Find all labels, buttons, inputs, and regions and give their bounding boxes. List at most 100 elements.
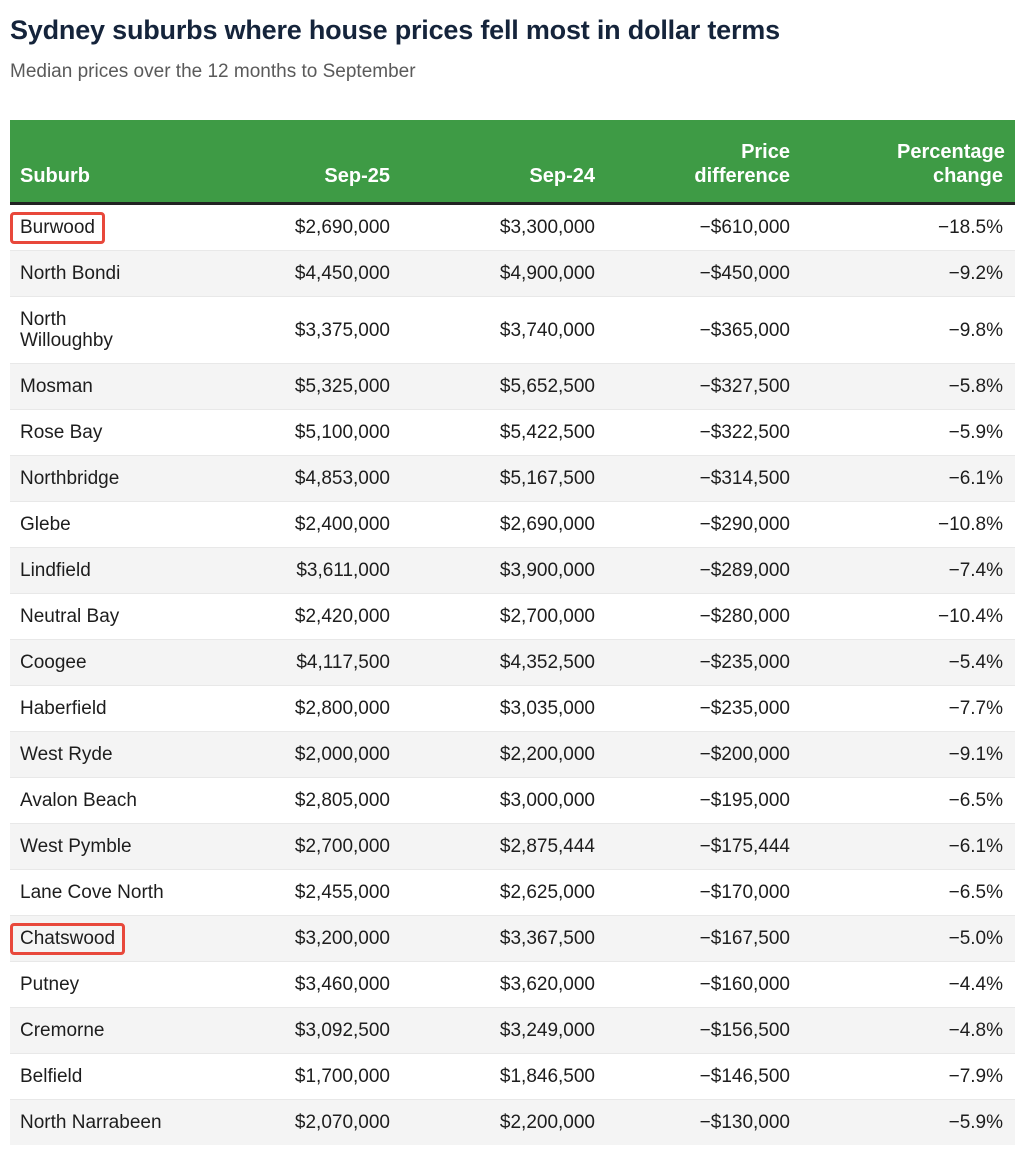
sep-25-value: $2,070,000: [294, 1112, 390, 1133]
suburb-name: Neutral Bay: [20, 606, 120, 627]
sep-24-value: $4,900,000: [499, 263, 595, 284]
percentage-change-value: −5.9%: [948, 422, 1003, 443]
table-row: Cremorne $3,092,500 $3,249,000 −$156,500…: [10, 1007, 1015, 1054]
suburb-cell: Lindfield: [10, 548, 260, 594]
percentage-change-value: −10.8%: [938, 514, 1003, 535]
table-row: Haberfield $2,800,000 $3,035,000 −$235,0…: [10, 685, 1015, 732]
table-row: Northbridge $4,853,000 $5,167,500 −$314,…: [10, 455, 1015, 502]
sep-25-value: $3,611,000: [296, 560, 390, 581]
suburb-cell: West Pymble: [10, 824, 260, 870]
price-difference-value: −$195,000: [699, 790, 790, 811]
sep-24-value: $3,367,500: [499, 928, 595, 949]
price-difference-value: −$365,000: [699, 319, 790, 341]
table-row: Burwood $2,690,000 $3,300,000 −$610,000 …: [10, 204, 1015, 251]
price-difference-value: −$175,444: [699, 836, 790, 857]
sep-25-value: $2,420,000: [294, 606, 390, 627]
price-difference-value: −$314,500: [699, 468, 790, 489]
table-row: Coogee $4,117,500 $4,352,500 −$235,000 −…: [10, 639, 1015, 686]
table-row: Avalon Beach $2,805,000 $3,000,000 −$195…: [10, 777, 1015, 824]
percentage-change-value: −5.4%: [948, 652, 1003, 673]
suburb-name: Putney: [20, 974, 80, 995]
percentage-change-value: −4.8%: [948, 1020, 1003, 1041]
suburb-name: Northbridge: [20, 468, 120, 489]
suburb-cell: North Narrabeen: [10, 1100, 260, 1146]
sep-24-value: $1,846,500: [499, 1066, 595, 1087]
sep-24-value: $3,000,000: [499, 790, 595, 811]
price-difference-value: −$289,000: [699, 560, 790, 581]
table-row: Chatswood $3,200,000 $3,367,500 −$167,50…: [10, 915, 1015, 962]
percentage-change-value: −9.1%: [948, 744, 1003, 765]
suburb-name: Lane Cove North: [20, 882, 164, 903]
table-row: Neutral Bay $2,420,000 $2,700,000 −$280,…: [10, 593, 1015, 640]
table-row: West Pymble $2,700,000 $2,875,444 −$175,…: [10, 823, 1015, 870]
percentage-change-value: −6.1%: [948, 836, 1003, 857]
sep-25-value: $3,375,000: [294, 319, 390, 341]
sep-25-value: $2,400,000: [294, 514, 390, 535]
suburb-name: Cremorne: [20, 1020, 105, 1041]
percentage-change-value: −9.8%: [948, 319, 1003, 341]
sep-24-value: $3,249,000: [499, 1020, 595, 1041]
suburb-cell: Lane Cove North: [10, 870, 260, 916]
page-title: Sydney suburbs where house prices fell m…: [10, 15, 780, 45]
suburb-name: Coogee: [20, 652, 87, 673]
suburb-name-highlighted: Chatswood: [10, 923, 126, 955]
suburb-name-highlighted: Burwood: [10, 212, 105, 244]
table-row: Lindfield $3,611,000 $3,900,000 −$289,00…: [10, 547, 1015, 594]
sep-24-value: $2,625,000: [499, 882, 595, 903]
percentage-change-value: −6.5%: [948, 790, 1003, 811]
suburb-name: Avalon Beach: [20, 790, 137, 811]
suburb-cell: Haberfield: [10, 686, 260, 732]
sep-24-value: $4,352,500: [499, 652, 595, 673]
price-difference-value: −$170,000: [699, 882, 790, 903]
sep-25-value: $2,700,000: [294, 836, 390, 857]
price-difference-value: −$290,000: [699, 514, 790, 535]
price-difference-value: −$235,000: [699, 698, 790, 719]
suburb-cell: Neutral Bay: [10, 594, 260, 640]
percentage-change-value: −6.1%: [948, 468, 1003, 489]
sep-24-value: $3,035,000: [499, 698, 595, 719]
percentage-change-value: −5.0%: [948, 928, 1003, 949]
suburb-cell: Putney: [10, 962, 260, 1008]
suburb-cell: Northbridge: [10, 456, 260, 502]
suburb-name: North Willoughby: [20, 309, 113, 351]
suburb-cell: Cremorne: [10, 1008, 260, 1054]
table-row: North Narrabeen $2,070,000 $2,200,000 −$…: [10, 1099, 1015, 1146]
table-row: West Ryde $2,000,000 $2,200,000 −$200,00…: [10, 731, 1015, 778]
percentage-change-value: −9.2%: [948, 263, 1003, 284]
sep-24-value: $5,167,500: [499, 468, 595, 489]
suburb-cell: Coogee: [10, 640, 260, 686]
suburb-cell: Rose Bay: [10, 410, 260, 456]
price-difference-value: −$160,000: [699, 974, 790, 995]
suburb-cell: North Bondi: [10, 251, 260, 297]
sep-25-value: $4,450,000: [294, 263, 390, 284]
suburb-name: Lindfield: [20, 560, 91, 581]
suburb-name: Mosman: [20, 376, 93, 397]
price-difference-value: −$167,500: [699, 928, 790, 949]
table-row: Mosman $5,325,000 $5,652,500 −$327,500 −…: [10, 363, 1015, 410]
sep-25-value: $5,325,000: [294, 376, 390, 397]
suburb-cell: Burwood: [10, 204, 260, 251]
table-row: Rose Bay $5,100,000 $5,422,500 −$322,500…: [10, 409, 1015, 456]
sep-24-value: $3,620,000: [499, 974, 595, 995]
price-difference-value: −$235,000: [699, 652, 790, 673]
percentage-change-value: −4.4%: [948, 974, 1003, 995]
price-difference-value: −$130,000: [699, 1112, 790, 1133]
suburb-name: North Bondi: [20, 263, 121, 284]
table-header: Suburb Sep-25 Sep-24 Price difference Pe…: [10, 120, 1015, 204]
percentage-change-value: −5.9%: [948, 1112, 1003, 1133]
percentage-change-value: −6.5%: [948, 882, 1003, 903]
sep-24-value: $2,700,000: [499, 606, 595, 627]
sep-24-value: $3,740,000: [499, 319, 595, 341]
column-header-price-difference: Price difference: [605, 120, 800, 204]
sep-24-value: $5,422,500: [499, 422, 595, 443]
column-header-sep-25: Sep-25: [260, 120, 400, 204]
sep-25-value: $4,117,500: [296, 652, 390, 673]
sep-24-value: $2,200,000: [499, 744, 595, 765]
table-row: Glebe $2,400,000 $2,690,000 −$290,000 −1…: [10, 501, 1015, 548]
suburb-name: Haberfield: [20, 698, 107, 719]
percentage-change-value: −7.7%: [948, 698, 1003, 719]
sep-25-value: $3,200,000: [294, 928, 390, 949]
page-subtitle: Median prices over the 12 months to Sept…: [10, 61, 416, 82]
percentage-change-value: −7.9%: [948, 1066, 1003, 1087]
sep-24-value: $3,900,000: [499, 560, 595, 581]
